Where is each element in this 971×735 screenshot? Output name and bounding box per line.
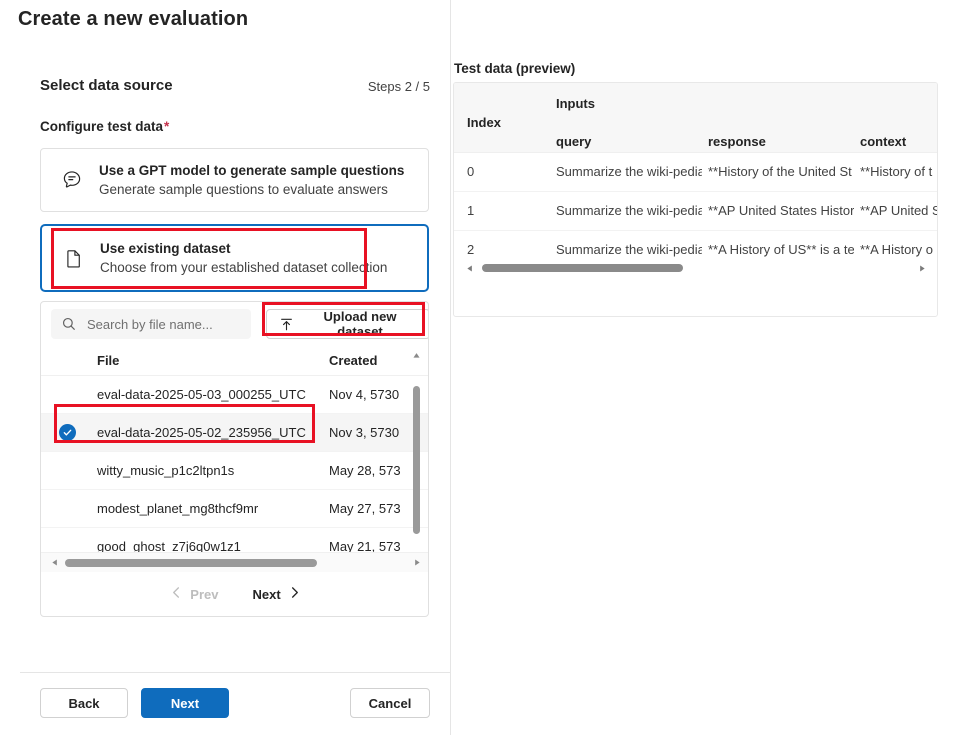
chat-bubble-icon: [59, 167, 85, 193]
cell-context: **AP United S: [860, 203, 938, 218]
cell-context: **History of t: [860, 164, 933, 179]
file-list-vertical-scrollbar[interactable]: [409, 348, 423, 574]
cell-file-name: witty_music_p1c2ltpn1s: [97, 463, 235, 478]
cell-created: May 21, 573: [329, 539, 401, 554]
pagination-controls: Prev Next: [41, 572, 428, 616]
column-group-inputs: Inputs: [556, 96, 595, 111]
cell-file-name: modest_planet_mg8thcf9mr: [97, 501, 259, 516]
cell-index: 0: [467, 164, 475, 179]
column-header-created: Created: [329, 353, 378, 368]
required-asterisk: *: [164, 119, 170, 134]
cell-index: 1: [467, 203, 475, 218]
cell-created: May 27, 573: [329, 501, 401, 516]
cell-file-name: eval-data-2025-05-03_000255_UTC: [97, 387, 306, 402]
preview-title: Test data (preview): [454, 61, 576, 76]
cell-response: **History of the United St: [708, 164, 852, 179]
column-header-response: response: [708, 134, 766, 149]
next-button[interactable]: Next: [141, 688, 229, 718]
preview-header: Index Inputs query response context: [454, 83, 937, 153]
scroll-up-arrow-icon[interactable]: [409, 348, 423, 362]
upload-icon: [279, 317, 294, 332]
search-input-wrapper[interactable]: [51, 309, 251, 339]
option-subtitle: Choose from your established dataset col…: [100, 260, 388, 275]
scroll-right-arrow-icon[interactable]: [410, 556, 424, 570]
configure-test-data-label: Configure test data*: [40, 119, 169, 134]
cell-response: **A History of US** is a te: [708, 242, 854, 257]
right-pane: Test data (preview) Index Inputs query r…: [452, 0, 971, 735]
footer-divider: [20, 672, 450, 673]
scroll-right-arrow-icon[interactable]: [915, 261, 929, 275]
column-header-file: File: [97, 353, 120, 368]
cell-index: 2: [467, 242, 475, 257]
column-header-context: context: [860, 134, 907, 149]
horizontal-scroll-thumb[interactable]: [482, 264, 683, 272]
file-list-horizontal-scrollbar[interactable]: [41, 552, 428, 572]
table-row[interactable]: eval-data-2025-05-03_000255_UTC Nov 4, 5…: [41, 376, 428, 414]
column-header-query: query: [556, 134, 592, 149]
option-card-gpt-model[interactable]: Use a GPT model to generate sample quest…: [40, 148, 429, 212]
upload-new-dataset-button[interactable]: Upload new dataset: [266, 309, 428, 339]
row-check-slot: [59, 424, 97, 441]
cancel-button[interactable]: Cancel: [350, 688, 430, 718]
vertical-scroll-thumb[interactable]: [412, 386, 420, 534]
prev-page-button[interactable]: Prev: [170, 586, 219, 602]
cell-file-name: good_ghost_z7j6q0w1z1: [97, 539, 241, 554]
section-title: Select data source: [40, 77, 173, 94]
option-card-existing-dataset[interactable]: Use existing dataset Choose from your es…: [40, 224, 429, 292]
picker-toolbar: Upload new dataset: [41, 302, 428, 346]
column-header-index: Index: [467, 115, 501, 130]
document-icon: [60, 245, 86, 271]
cell-query: Summarize the wiki-pedia: [556, 242, 702, 257]
search-input[interactable]: [87, 316, 241, 332]
next-page-label: Next: [252, 586, 281, 602]
vertical-scroll-track[interactable]: [409, 362, 423, 560]
horizontal-scroll-track[interactable]: [61, 556, 410, 570]
table-row[interactable]: eval-data-2025-05-02_235956_UTC Nov 3, 5…: [41, 414, 428, 452]
table-header-row: File Created: [41, 346, 428, 376]
back-button[interactable]: Back: [40, 688, 128, 718]
page-title: Create a new evaluation: [18, 8, 249, 30]
cell-query: Summarize the wiki-pedia: [556, 203, 702, 218]
left-pane: Select data source Steps 2 / 5 Configure…: [0, 0, 450, 735]
cell-created: Nov 4, 5730: [329, 387, 400, 402]
horizontal-scroll-thumb[interactable]: [65, 558, 318, 567]
field-label-text: Configure test data: [40, 119, 164, 134]
test-data-preview-table: Index Inputs query response context 0 Su…: [453, 82, 938, 317]
scroll-left-arrow-icon[interactable]: [47, 556, 61, 570]
option-title: Use a GPT model to generate sample quest…: [99, 163, 405, 178]
cell-context: **A History o: [860, 242, 933, 257]
preview-horizontal-scrollbar[interactable]: [454, 258, 937, 278]
prev-page-label: Prev: [190, 586, 219, 602]
preview-row: 1 Summarize the wiki-pedia **AP United S…: [454, 192, 937, 231]
table-row[interactable]: witty_music_p1c2ltpn1s May 28, 573: [41, 452, 428, 490]
cell-response: **AP United States History: [708, 203, 854, 218]
preview-row: 0 Summarize the wiki-pedia **History of …: [454, 153, 937, 192]
vertical-divider: [450, 0, 451, 735]
steps-indicator: Steps 2 / 5: [367, 79, 430, 94]
scroll-left-arrow-icon[interactable]: [462, 261, 476, 275]
cell-query: Summarize the wiki-pedia: [556, 164, 702, 179]
chevron-right-icon: [288, 586, 301, 602]
checkmark-icon: [59, 424, 76, 441]
dialog-footer: Back Next Cancel: [0, 688, 450, 735]
option-title: Use existing dataset: [100, 241, 231, 256]
option-subtitle: Generate sample questions to evaluate an…: [99, 182, 388, 197]
cell-file-name: eval-data-2025-05-02_235956_UTC: [97, 425, 306, 440]
cell-created: May 28, 573: [329, 463, 401, 478]
search-icon: [61, 316, 77, 332]
horizontal-scroll-track[interactable]: [476, 261, 915, 275]
upload-button-label: Upload new dataset: [323, 309, 397, 339]
dataset-picker-panel: Upload new dataset File Created eval-dat…: [40, 301, 429, 617]
dataset-file-table: File Created eval-data-2025-05-03_000255…: [41, 346, 428, 574]
table-row[interactable]: modest_planet_mg8thcf9mr May 27, 573: [41, 490, 428, 528]
cell-created: Nov 3, 5730: [329, 425, 400, 440]
chevron-left-icon: [170, 586, 183, 602]
next-page-button[interactable]: Next: [253, 586, 301, 602]
